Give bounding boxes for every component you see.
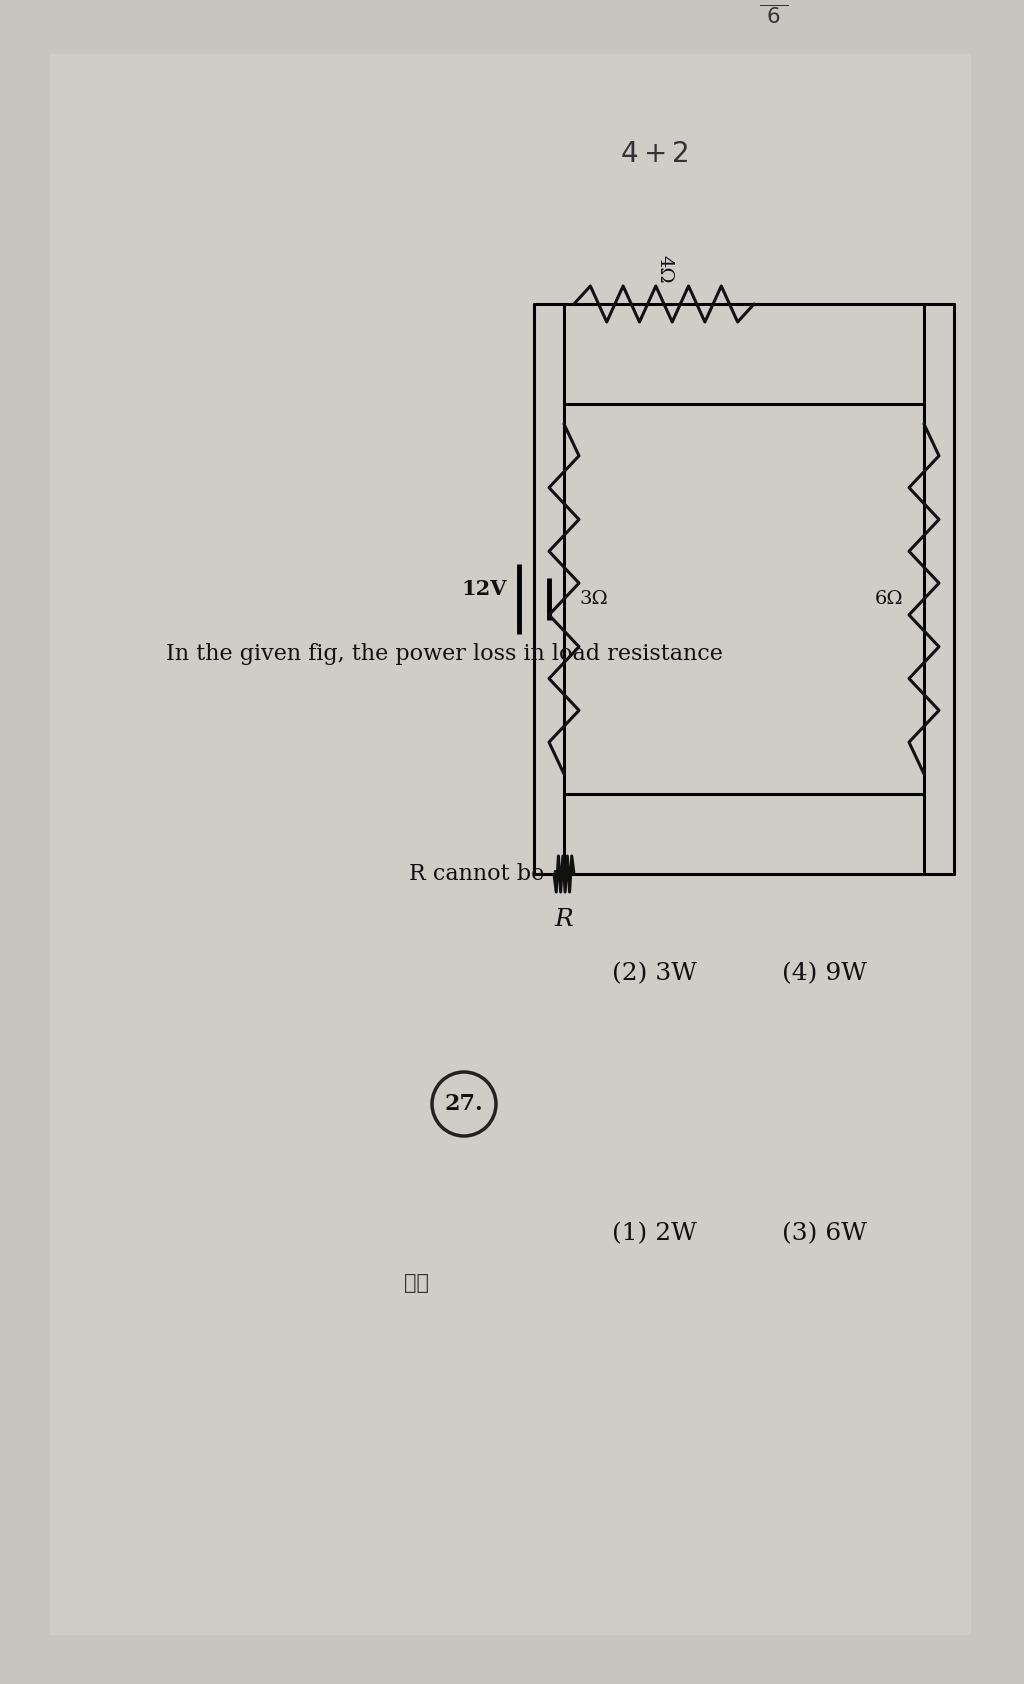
Text: R cannot be :: R cannot be : xyxy=(409,862,559,886)
Text: 4Ω: 4Ω xyxy=(655,254,673,283)
Text: $\frac{14}{6}$: $\frac{14}{6}$ xyxy=(760,0,788,27)
Text: (1) 2W: (1) 2W xyxy=(611,1223,696,1246)
Text: 12V: 12V xyxy=(461,579,507,600)
Text: (2) 3W: (2) 3W xyxy=(611,963,696,985)
Text: नि: नि xyxy=(404,1275,429,1293)
Text: (4) 9W: (4) 9W xyxy=(781,963,866,985)
Text: R: R xyxy=(555,908,573,931)
Text: (3) 6W: (3) 6W xyxy=(781,1223,866,1246)
Text: $4+2$: $4+2$ xyxy=(620,140,688,167)
Bar xyxy=(50,54,970,1633)
Text: 27.: 27. xyxy=(444,1093,483,1115)
Text: 6Ω: 6Ω xyxy=(874,589,903,608)
Text: In the given fig, the power loss in load resistance: In the given fig, the power loss in load… xyxy=(166,643,723,665)
Text: 3Ω: 3Ω xyxy=(580,589,608,608)
